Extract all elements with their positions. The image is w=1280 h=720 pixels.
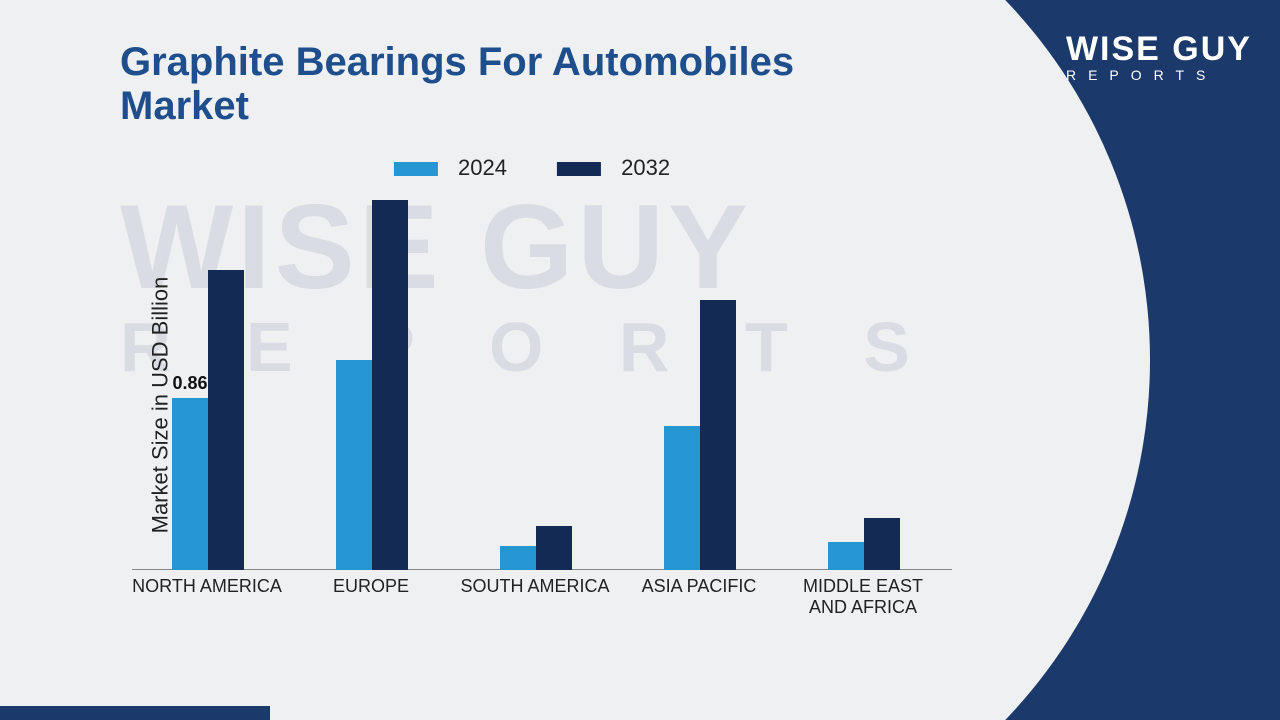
bar-value-label: 0.86	[167, 373, 213, 394]
bar	[336, 360, 372, 570]
logo-line1: WISE GUY	[1066, 30, 1252, 69]
infographic-page: WISE GUY REPORTS Graphite Bearings For A…	[0, 0, 1280, 720]
legend-swatch-2032	[557, 162, 601, 176]
bar-chart: Market Size in USD Billion 2024 2032 0.8…	[92, 160, 972, 650]
legend-item-2032: 2032	[557, 155, 670, 181]
bar	[172, 398, 208, 570]
bar	[500, 546, 536, 570]
bar	[372, 200, 408, 570]
bar	[664, 426, 700, 570]
brand-logo: WISE GUY REPORTS	[1066, 30, 1252, 83]
bar	[700, 300, 736, 570]
chart-title: Graphite Bearings For Automobiles Market	[120, 40, 880, 128]
plot-area: 0.86	[132, 190, 952, 570]
category-label: MIDDLE EAST AND AFRICA	[788, 576, 938, 617]
footer-accent-bar	[0, 706, 270, 720]
bar	[536, 526, 572, 570]
category-label: SOUTH AMERICA	[460, 576, 610, 597]
legend: 2024 2032	[394, 155, 670, 181]
bar	[864, 518, 900, 570]
legend-swatch-2024	[394, 162, 438, 176]
bar	[208, 270, 244, 570]
legend-label-2032: 2032	[621, 155, 670, 180]
legend-label-2024: 2024	[458, 155, 507, 180]
category-label: EUROPE	[296, 576, 446, 597]
legend-item-2024: 2024	[394, 155, 507, 181]
category-label: NORTH AMERICA	[132, 576, 282, 597]
category-label: ASIA PACIFIC	[624, 576, 774, 597]
logo-line2: REPORTS	[1066, 67, 1252, 83]
bar	[828, 542, 864, 570]
